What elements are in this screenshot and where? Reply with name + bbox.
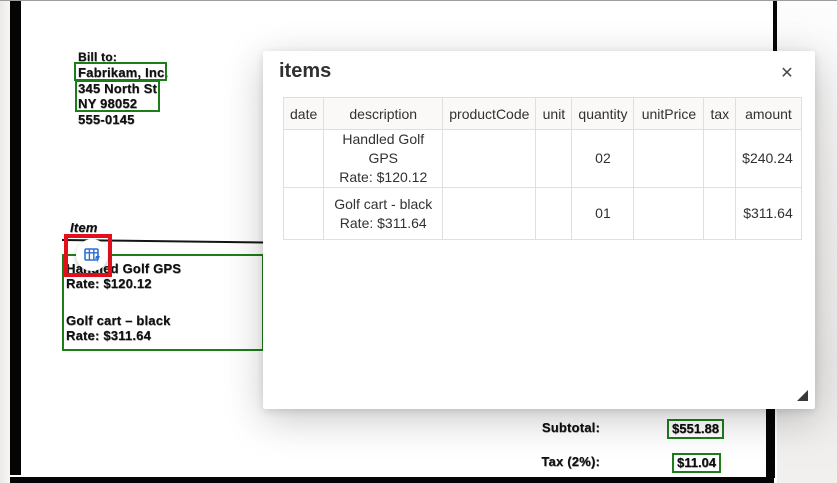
- close-icon[interactable]: ✕: [774, 61, 800, 87]
- cell-tax: [703, 129, 737, 188]
- highlight-bill-to-address[interactable]: [75, 80, 160, 112]
- bill-to-label: Bill to:: [78, 50, 117, 64]
- items-popup: items ✕ date description productCode uni…: [263, 51, 815, 409]
- cell-unit: [535, 187, 573, 240]
- item-rate-line: Rate: $311.64: [66, 328, 151, 343]
- bill-to-phone: 555-0145: [78, 112, 135, 127]
- cell-amount: $240.24: [735, 129, 802, 188]
- cell-unitprice: [633, 187, 705, 240]
- cell-date: [282, 129, 325, 188]
- cell-productcode: [442, 187, 537, 240]
- table-row: Handled Golf GPS Rate: $120.12 02 $240.2…: [282, 129, 802, 188]
- scan-artifact-right-line: [773, 1, 777, 51]
- selected-region-outline: [64, 234, 112, 277]
- column-header-unit: unit: [535, 97, 573, 130]
- column-header-description: description: [323, 97, 444, 130]
- table-row: Golf cart - black Rate: $311.64 01 $311.…: [282, 187, 802, 240]
- scan-artifact-right-bar: [766, 405, 775, 478]
- bill-to-city-zip: NY 98052: [78, 96, 138, 111]
- highlight-subtotal-value[interactable]: $551.88: [667, 419, 724, 439]
- items-table: date description productCode unit quanti…: [282, 97, 802, 240]
- tax-label: Tax (2%):: [541, 454, 600, 469]
- subtotal-label: Subtotal:: [541, 420, 600, 435]
- column-header-unitprice: unitPrice: [633, 97, 705, 130]
- bill-to-name: Fabrikam, Inc.: [78, 65, 169, 80]
- highlight-tax-value[interactable]: $11.04: [672, 453, 721, 473]
- cell-description: Golf cart - black Rate: $311.64: [323, 187, 444, 240]
- cell-amount: $311.64: [735, 187, 802, 240]
- item-rate-line: Rate: $120.12: [66, 276, 152, 291]
- scan-artifact-left-bar: [10, 1, 21, 475]
- column-header-amount: amount: [735, 97, 802, 130]
- scan-artifact-bottom-bar: [10, 477, 774, 483]
- item-description-line: Golf cart – black: [66, 313, 171, 328]
- resize-grip-icon[interactable]: [797, 390, 808, 401]
- column-header-tax: tax: [703, 97, 737, 130]
- popup-title: items: [279, 60, 332, 82]
- cell-unit: [535, 129, 573, 188]
- table-header-row: date description productCode unit quanti…: [282, 97, 802, 130]
- view-items-table-button[interactable]: [76, 239, 108, 271]
- cell-tax: [703, 187, 737, 240]
- bill-to-street: 345 North St: [78, 81, 157, 96]
- cell-quantity: 02: [571, 129, 635, 188]
- cell-date: [282, 187, 325, 240]
- cell-quantity: 01: [571, 187, 635, 240]
- column-header-date: date: [282, 97, 325, 130]
- column-header-quantity: quantity: [571, 97, 635, 130]
- page-left-edge: [0, 1, 10, 483]
- table-icon: [83, 247, 101, 264]
- cell-description: Handled Golf GPS Rate: $120.12: [323, 129, 444, 188]
- column-header-productcode: productCode: [442, 97, 537, 130]
- cell-unitprice: [633, 129, 705, 188]
- item-column-header: Item: [70, 220, 98, 235]
- cell-productcode: [442, 129, 537, 188]
- highlight-bill-to-name[interactable]: [74, 62, 167, 81]
